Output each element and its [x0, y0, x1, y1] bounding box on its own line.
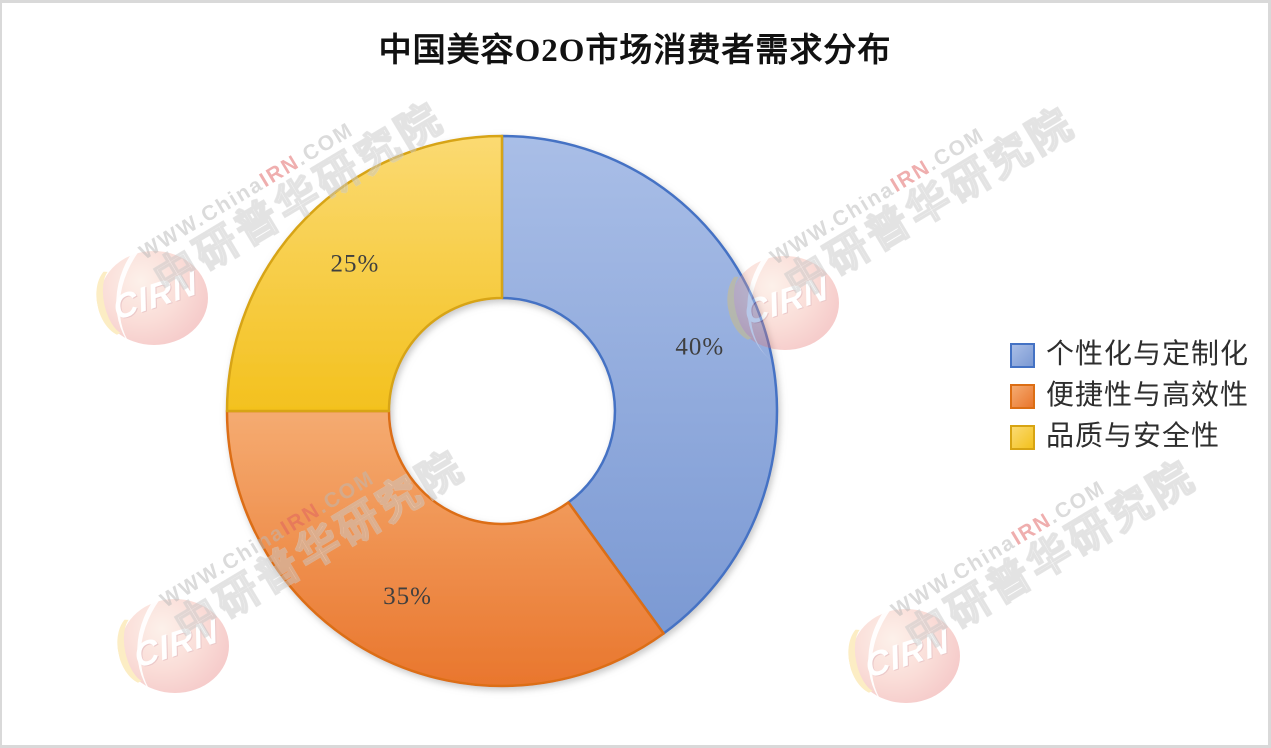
pie-slice-1[interactable] — [500, 134, 779, 635]
pie-slice-3[interactable] — [225, 134, 504, 413]
legend-swatch-blue-icon — [1010, 342, 1035, 368]
legend-label: 便捷性与高效性 — [1046, 380, 1250, 411]
slice-label: 25% — [330, 251, 379, 278]
legend-item-convenience[interactable]: 便捷性与高效性 — [1010, 382, 1249, 410]
legend-item-personalization[interactable]: 个性化与定制化 — [1010, 341, 1249, 369]
donut-chart: 40% 35% 25% — [225, 134, 779, 688]
slice-label: 40% — [675, 333, 724, 360]
slice-label: 35% — [383, 583, 432, 610]
legend-item-quality[interactable]: 品质与安全性 — [1010, 423, 1249, 451]
chart-title: 中国美容O2O市场消费者需求分布 — [378, 33, 892, 69]
legend-swatch-orange-icon — [1010, 383, 1035, 409]
pie-slice-2[interactable] — [225, 409, 665, 688]
legend-label: 品质与安全性 — [1046, 421, 1221, 452]
legend-label: 个性化与定制化 — [1046, 339, 1250, 370]
chart-legend: 个性化与定制化 便捷性与高效性 品质与安全性 — [1010, 341, 1249, 464]
legend-swatch-gold-icon — [1010, 424, 1035, 450]
